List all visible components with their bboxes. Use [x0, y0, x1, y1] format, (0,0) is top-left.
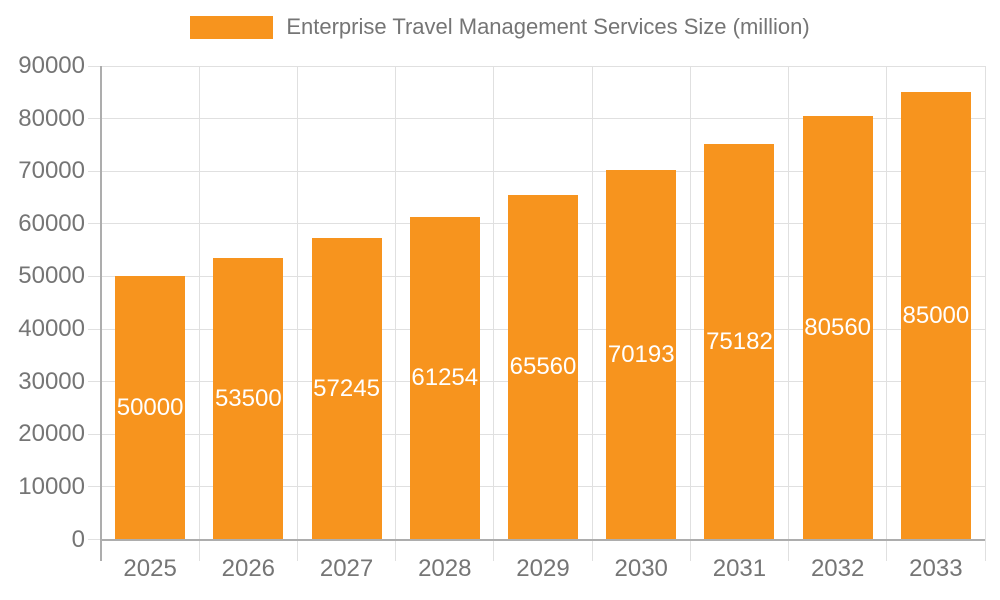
x-gridline [788, 66, 790, 540]
x-gridline [984, 66, 986, 540]
y-tick [88, 328, 101, 330]
y-axis-line [100, 66, 102, 540]
x-axis-label: 2027 [319, 555, 374, 582]
x-tick [591, 539, 593, 561]
bar-value-label: 57245 [313, 374, 380, 402]
x-gridline [591, 66, 593, 540]
y-gridline [101, 170, 985, 172]
bar-2025 [115, 276, 186, 540]
y-axis-label: 30000 [18, 367, 85, 395]
y-tick [88, 486, 101, 488]
x-gridline [493, 66, 495, 540]
x-tick [198, 539, 200, 561]
x-gridline [296, 66, 298, 540]
x-axis-label: 2029 [516, 555, 570, 582]
bar-2031 [704, 143, 775, 540]
bar-value-label: 53500 [214, 384, 282, 412]
y-axis-label: 20000 [18, 420, 85, 448]
bar-2029 [508, 194, 578, 540]
y-tick [88, 433, 101, 435]
x-axis-label: 2033 [909, 555, 963, 582]
x-gridline [886, 66, 888, 540]
x-axis-label: 2032 [810, 555, 865, 582]
bar-2030 [606, 170, 677, 540]
x-tick [788, 539, 790, 561]
x-gridline [689, 66, 691, 540]
bar-value-label: 65560 [509, 353, 577, 381]
y-axis-label: 90000 [18, 52, 85, 79]
bar-2033 [900, 92, 971, 540]
bar-2032 [802, 115, 873, 540]
bar-value-label: 70193 [607, 340, 675, 368]
y-axis-label: 10000 [18, 472, 85, 500]
bar-value-label: 80560 [804, 313, 872, 341]
x-tick [395, 539, 397, 561]
legend[interactable]: Enterprise Travel Management Services Si… [0, 14, 1000, 40]
y-tick [88, 170, 101, 172]
x-tick [886, 539, 888, 561]
y-axis-label: 60000 [18, 209, 85, 237]
y-tick [88, 381, 101, 383]
bar-value-label: 61254 [411, 364, 479, 392]
x-axis-label: 2025 [123, 555, 177, 582]
bar-2027 [311, 238, 382, 540]
x-tick [984, 539, 986, 561]
x-axis-label: 2030 [614, 555, 668, 582]
y-axis-label: 80000 [18, 104, 85, 132]
x-tick [493, 539, 495, 561]
y-tick [88, 223, 101, 225]
x-tick [100, 539, 102, 561]
y-tick [88, 118, 101, 120]
bar-value-label: 75182 [706, 327, 773, 355]
x-gridline [395, 66, 397, 540]
y-axis-label: 0 [71, 525, 85, 553]
y-tick [88, 275, 101, 277]
y-gridline [101, 65, 985, 67]
y-axis-label: 40000 [18, 315, 85, 343]
legend-swatch[interactable] [190, 15, 274, 39]
bar-value-label: 85000 [902, 301, 970, 329]
y-tick [88, 539, 101, 540]
legend-label[interactable]: Enterprise Travel Management Services Si… [286, 14, 810, 39]
x-axis-label: 2026 [221, 555, 276, 582]
y-tick [88, 65, 101, 67]
bar-2026 [213, 258, 284, 540]
y-axis-label: 70000 [18, 157, 85, 185]
y-axis-label: 50000 [18, 262, 85, 290]
x-axis-label: 2031 [712, 555, 767, 582]
x-tick [296, 539, 298, 561]
x-axis-label: 2028 [418, 555, 472, 582]
x-tick [689, 539, 691, 561]
x-gridline [198, 66, 200, 540]
bar-2028 [409, 217, 480, 540]
x-axis-line [101, 538, 985, 541]
bar-value-label: 50000 [116, 393, 184, 421]
y-gridline [101, 118, 985, 120]
